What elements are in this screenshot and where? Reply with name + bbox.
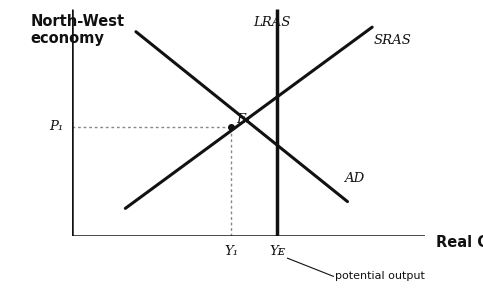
- Text: potential output: potential output: [335, 271, 425, 281]
- Text: Yᴇ: Yᴇ: [269, 245, 285, 258]
- Text: AD: AD: [344, 172, 364, 185]
- Text: Y₁: Y₁: [224, 245, 238, 258]
- Text: E₁: E₁: [236, 113, 252, 126]
- Text: Real GDP: Real GDP: [436, 235, 483, 250]
- Text: North-West
economy: North-West economy: [30, 14, 124, 46]
- Text: SRAS: SRAS: [374, 34, 412, 47]
- Text: P₁: P₁: [49, 120, 64, 133]
- Text: LRAS: LRAS: [253, 16, 290, 29]
